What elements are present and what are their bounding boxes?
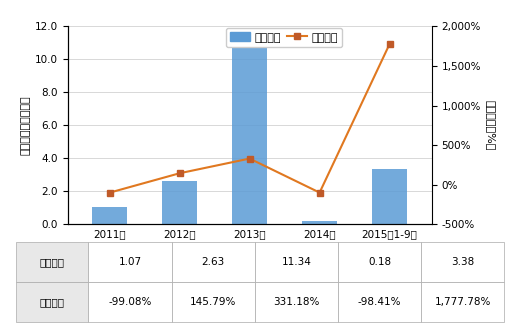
Text: 1,777.78%: 1,777.78% bbox=[435, 297, 491, 307]
Text: 同比增长: 同比增长 bbox=[40, 297, 64, 307]
Text: 11.34: 11.34 bbox=[281, 257, 311, 267]
Text: 0.18: 0.18 bbox=[368, 257, 391, 267]
Text: 331.18%: 331.18% bbox=[273, 297, 320, 307]
Bar bbox=[88, 282, 172, 322]
Text: 出口金额: 出口金额 bbox=[40, 257, 64, 267]
Bar bbox=[302, 221, 337, 224]
Bar bbox=[92, 207, 127, 224]
Y-axis label: 出口金额（万美元）: 出口金额（万美元） bbox=[21, 96, 31, 155]
Bar bbox=[338, 242, 421, 282]
Bar bbox=[172, 282, 255, 322]
Legend: 出口金额, 同比增长: 出口金额, 同比增长 bbox=[226, 28, 342, 47]
Bar bbox=[372, 169, 407, 224]
Text: 2.63: 2.63 bbox=[202, 257, 225, 267]
Bar bbox=[421, 242, 504, 282]
Bar bbox=[88, 242, 172, 282]
Text: 145.79%: 145.79% bbox=[190, 297, 237, 307]
Bar bbox=[16, 282, 88, 322]
Text: -98.41%: -98.41% bbox=[358, 297, 401, 307]
Bar bbox=[421, 282, 504, 322]
Bar bbox=[338, 282, 421, 322]
Text: 1.07: 1.07 bbox=[119, 257, 141, 267]
Y-axis label: 同比增长（%）: 同比增长（%） bbox=[485, 100, 495, 150]
Text: 3.38: 3.38 bbox=[451, 257, 474, 267]
Bar bbox=[232, 37, 267, 224]
Bar bbox=[172, 242, 255, 282]
Bar bbox=[16, 242, 88, 282]
Bar bbox=[162, 181, 197, 224]
Text: -99.08%: -99.08% bbox=[108, 297, 152, 307]
Bar bbox=[255, 242, 338, 282]
Bar bbox=[255, 282, 338, 322]
